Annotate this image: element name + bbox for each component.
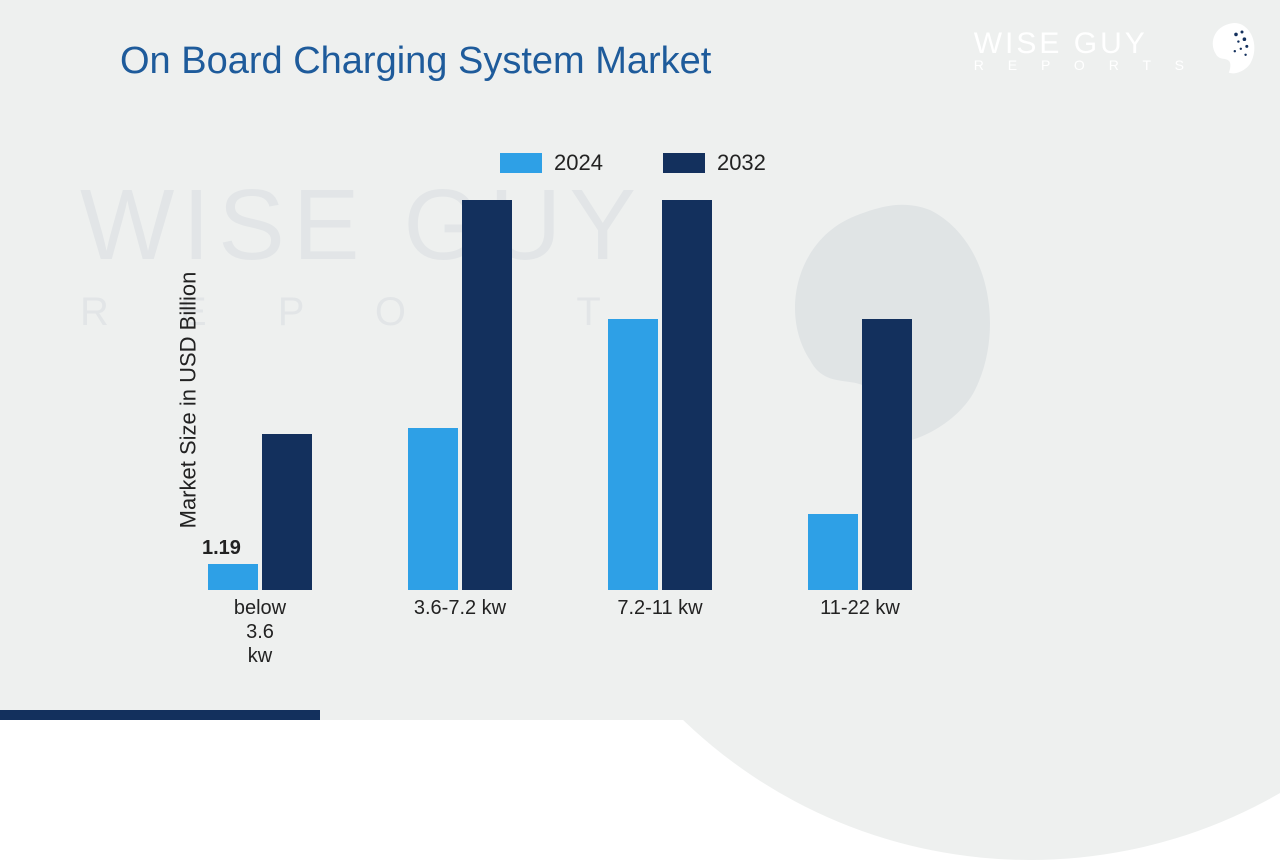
bar-2024 [808, 514, 858, 590]
bar-2024 [408, 428, 458, 591]
bar-2032 [862, 319, 912, 590]
bar-2032 [262, 434, 312, 590]
x-axis-label: below3.6kw [180, 590, 340, 668]
x-axis-label: 7.2-11 kw [580, 590, 740, 620]
legend-swatch [500, 153, 542, 173]
chart-area: Market Size in USD Billion 20242032 1.19… [80, 150, 980, 650]
legend-item: 2032 [663, 150, 766, 176]
logo-line1: WISE GUY [974, 27, 1194, 61]
bottom-accent-bar [0, 710, 320, 720]
logo-line2: R E P O R T S [974, 57, 1194, 73]
x-axis-label: 3.6-7.2 kw [380, 590, 540, 620]
bar-2024 [608, 319, 658, 590]
chart-container: WISE GUY R E P O R T S WISE GUY R E P O … [0, 0, 1280, 720]
legend-item: 2024 [500, 150, 603, 176]
legend: 2024 2032 [500, 150, 766, 176]
brand-logo: WISE GUY R E P O R T S [974, 20, 1260, 80]
plot-area: 1.19below3.6kw3.6-7.2 kw7.2-11 kw11-22 k… [180, 200, 980, 590]
bar-value-label: 1.19 [202, 537, 241, 560]
bar-2032 [662, 200, 712, 590]
legend-label: 2024 [554, 150, 603, 176]
legend-swatch [663, 153, 705, 173]
logo-head-icon [1200, 20, 1260, 80]
chart-title: On Board Charging System Market [120, 40, 711, 83]
legend-label: 2032 [717, 150, 766, 176]
bar-2024 [208, 564, 258, 590]
bar-2032 [462, 200, 512, 590]
x-axis-label: 11-22 kw [780, 590, 940, 620]
